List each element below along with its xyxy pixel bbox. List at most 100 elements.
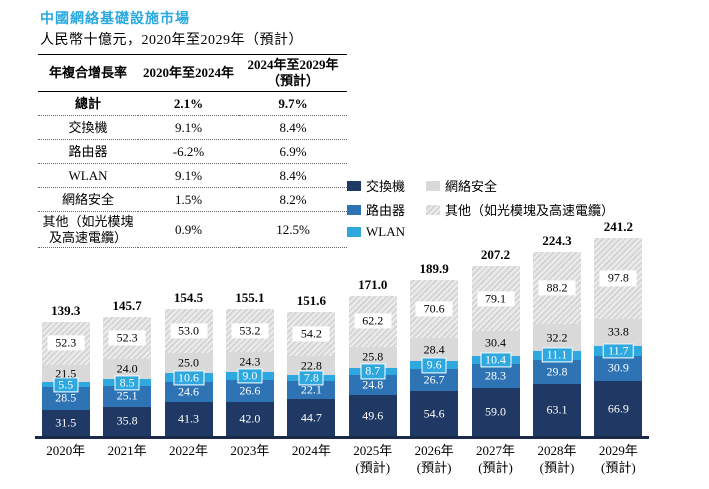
bar-segment-network-security: 33.8 — [594, 318, 643, 347]
stacked-bar: 66.9 30.9 11.7 33.8 97.8 — [594, 238, 643, 436]
bar-segment-routers: 30.9 — [594, 355, 643, 382]
bar-total-label: 155.1 — [235, 289, 265, 305]
bar-segment-value: 63.1 — [546, 402, 568, 417]
bar-segment-value: 8.5 — [114, 375, 140, 391]
bar-segment-value: 59.0 — [485, 404, 507, 419]
legend-item-others: 其他（如光模塊及高速電纜） — [426, 200, 614, 219]
cagr-header-metric: 年複合增長率 — [38, 54, 138, 92]
bar-segment-value: 97.8 — [599, 270, 637, 287]
cagr-row-label: 路由器 — [38, 139, 138, 164]
bar-segment-value: 28.4 — [423, 342, 445, 357]
bar-segment-value: 30.9 — [607, 360, 629, 375]
x-axis-forecast-note: (預計) — [478, 459, 513, 475]
bar-segment-others: 54.2 — [287, 311, 336, 357]
cagr-table: 年複合增長率 2020年至2024年 2024年至2029年 （預計） 總計 2.… — [38, 54, 347, 249]
bar-segment-routers: 26.7 — [410, 369, 459, 392]
bar-segment-network-security: 30.4 — [471, 330, 520, 356]
bar-segment-routers: 29.8 — [532, 359, 581, 385]
bar-segment-value: 25.0 — [178, 355, 200, 370]
bar-column-2023年: 155.1 42.0 26.6 9.0 24.3 53.2 — [219, 212, 280, 436]
bar-segment-wlan: 11.7 — [594, 343, 643, 359]
cagr-row-value: 9.7% — [239, 91, 347, 116]
bar-segment-value: 24.3 — [239, 354, 261, 369]
x-axis-label-2023年: 2023年 — [219, 443, 280, 477]
bar-segment-value: 30.4 — [485, 335, 507, 350]
bar-segment-network-security: 32.2 — [532, 324, 581, 351]
x-axis-year: 2028年 — [537, 443, 577, 458]
x-axis-label-2022年: 2022年 — [158, 443, 219, 477]
bar-segment-others: 62.2 — [348, 295, 397, 347]
stacked-bar: 59.0 28.3 10.4 30.4 79.1 — [471, 266, 520, 436]
bar-segment-value: 24.6 — [178, 384, 200, 399]
bar-segment-value: 10.6 — [173, 370, 205, 386]
bar-segment-value: 22.8 — [300, 357, 322, 372]
bar-column-2020年: 139.3 31.5 28.5 5.5 21.5 52.3 — [35, 212, 96, 436]
bar-segment-wlan: 8.7 — [348, 363, 397, 380]
x-axis-label-2021年: 2021年 — [96, 443, 157, 477]
cagr-header-2020-2024: 2020年至2024年 — [138, 54, 239, 92]
bar-segment-routers: 28.5 — [41, 386, 90, 411]
cagr-row-value: 9.1% — [138, 163, 239, 188]
x-axis-label-2026年: 2026年 (預計) — [403, 443, 464, 477]
x-axis-label-2020年: 2020年 — [35, 443, 96, 477]
cagr-row-label: WLAN — [38, 163, 138, 188]
legend-item-switches: 交換機 — [347, 176, 426, 195]
bar-segment-switches: 54.6 — [410, 391, 459, 436]
cagr-row-value: 0.9% — [138, 211, 239, 249]
stacked-bar: 31.5 28.5 5.5 21.5 52.3 — [41, 321, 90, 436]
bar-segment-others: 70.6 — [410, 280, 459, 339]
bar-segment-value: 35.8 — [116, 413, 138, 428]
bar-segment-network-security: 24.3 — [225, 352, 274, 373]
bar-segment-value: 5.5 — [53, 376, 79, 393]
bar-segment-switches: 59.0 — [471, 387, 520, 436]
bar-segment-value: 10.4 — [480, 352, 512, 368]
bar-segment-routers: 24.8 — [348, 375, 397, 396]
bar-segment-value: 21.5 — [55, 365, 77, 380]
legend-label: WLAN — [366, 224, 405, 239]
bar-segment-network-security: 25.8 — [348, 346, 397, 368]
stacked-bar: 49.6 24.8 8.7 25.8 62.2 — [348, 295, 397, 436]
bar-segment-others: 52.3 — [41, 321, 90, 365]
bar-segment-value: 33.8 — [607, 324, 629, 339]
bar-segment-value: 7.8 — [298, 370, 324, 386]
x-axis-forecast-note: (預計) — [539, 459, 575, 475]
bar-segment-others: 53.0 — [164, 309, 213, 353]
cagr-row-value: 8.4% — [239, 163, 347, 188]
x-axis-label-2025年: 2025年 (預計) — [342, 443, 403, 477]
bar-segment-value: 52.3 — [108, 330, 146, 346]
cagr-row-value: 8.4% — [239, 115, 347, 140]
legend-swatch-others-icon — [426, 204, 440, 215]
bar-segment-value: 49.6 — [362, 408, 384, 423]
bar-segment-wlan: 11.1 — [532, 347, 581, 363]
bar-segment-value: 9.6 — [421, 357, 447, 373]
bar-segment-value: 79.1 — [477, 290, 515, 307]
bar-segment-routers: 24.6 — [164, 381, 213, 403]
legend-item-wlan: WLAN — [347, 224, 426, 240]
page-title: 中國網絡基礎設施市場 — [40, 10, 190, 26]
bar-segment-value: 42.0 — [239, 411, 261, 426]
cagr-row-1: 交換機 9.1% 8.4% — [38, 115, 347, 140]
bar-segment-others: 88.2 — [532, 252, 581, 325]
x-axis-label-2028年: 2028年 (預計) — [526, 443, 587, 477]
bar-column-2026年: 189.9 54.6 26.7 9.6 28.4 70.6 — [403, 212, 464, 436]
cagr-row-3: WLAN 9.1% 8.4% — [38, 163, 347, 188]
bar-segment-value: 54.6 — [423, 406, 445, 421]
page-subtitle: 人民幣十億元，2020年至2029年（預計） — [40, 33, 303, 48]
bar-column-2024年: 151.6 44.7 22.1 7.8 22.8 54.2 — [281, 212, 342, 436]
x-axis-label-2027年: 2027年 (預計) — [465, 443, 526, 477]
cagr-row-label: 網絡安全 — [38, 187, 138, 212]
x-axis-year: 2021年 — [107, 443, 147, 458]
stacked-bar-chart: 139.3 31.5 28.5 5.5 21.5 52.3 145.7 35.8 25.1 8.5… — [35, 212, 649, 436]
bar-segment-value: 52.3 — [47, 335, 85, 351]
cagr-row-5: 其他（如光模塊 及高速電纜） 0.9% 12.5% — [38, 211, 347, 249]
x-axis-labels: 2020年 2021年 2022年 2023年 2024年 2025年 (預計) 2026年(… — [35, 443, 649, 477]
x-axis-year: 2027年 — [476, 443, 516, 458]
cagr-row-label: 總計 — [38, 91, 138, 116]
bar-segment-value: 24.0 — [116, 361, 138, 376]
bar-total-label: 224.3 — [542, 233, 572, 249]
stacked-bar: 41.3 24.6 10.6 25.0 53.0 — [164, 309, 213, 436]
legend-label: 其他（如光模塊及高速電纜） — [445, 203, 615, 218]
bar-segment-value: 41.3 — [178, 411, 200, 426]
x-axis-year: 2022年 — [169, 443, 209, 458]
bar-segment-value: 88.2 — [538, 280, 576, 296]
